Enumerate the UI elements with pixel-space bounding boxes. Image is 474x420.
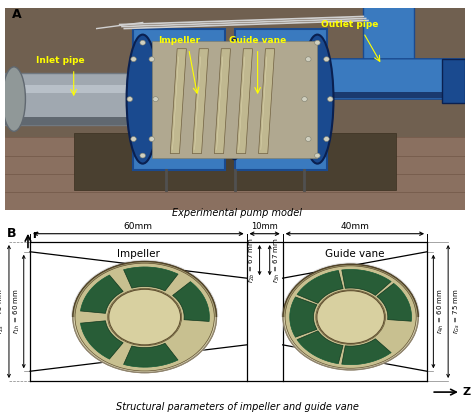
Ellipse shape [302, 97, 307, 102]
Ellipse shape [2, 67, 26, 131]
Text: 60mm: 60mm [124, 223, 153, 231]
Ellipse shape [283, 264, 418, 370]
Ellipse shape [153, 97, 158, 102]
Text: $r_{2s}$ = 75 mm: $r_{2s}$ = 75 mm [0, 289, 6, 334]
Ellipse shape [140, 40, 146, 45]
Bar [441, 59, 465, 103]
Ellipse shape [223, 39, 246, 160]
Polygon shape [377, 284, 411, 321]
Text: Guide vane: Guide vane [229, 36, 286, 45]
Ellipse shape [131, 136, 137, 142]
Polygon shape [258, 49, 274, 154]
Polygon shape [297, 270, 343, 303]
Text: $r_{3h}$ = 67 mm: $r_{3h}$ = 67 mm [272, 237, 282, 283]
Text: Structural parameters of impeller and guide vane: Structural parameters of impeller and gu… [116, 402, 358, 412]
Ellipse shape [324, 57, 329, 62]
Ellipse shape [315, 153, 320, 158]
Text: Impeller: Impeller [117, 249, 160, 259]
Polygon shape [290, 297, 317, 337]
Ellipse shape [283, 264, 418, 370]
Polygon shape [342, 270, 391, 295]
Text: 10mm: 10mm [251, 223, 278, 231]
Polygon shape [170, 49, 186, 154]
Polygon shape [124, 267, 178, 291]
Bar [5, 85, 152, 93]
Ellipse shape [109, 289, 181, 345]
Bar [290, 92, 465, 98]
Polygon shape [124, 343, 178, 367]
Bar [5, 73, 152, 125]
Text: Inlet pipe: Inlet pipe [36, 56, 84, 66]
Polygon shape [214, 49, 230, 154]
Text: $r_{Gs}$ = 75 mm: $r_{Gs}$ = 75 mm [452, 289, 462, 334]
Ellipse shape [149, 57, 155, 62]
Text: B: B [7, 227, 16, 240]
Text: Impeller: Impeller [158, 36, 201, 45]
Bar [152, 41, 318, 158]
FancyBboxPatch shape [288, 59, 467, 99]
Ellipse shape [301, 34, 334, 164]
Polygon shape [192, 49, 209, 154]
Bar [73, 134, 395, 190]
Text: $r_{2b}$ = 67 mm: $r_{2b}$ = 67 mm [247, 237, 257, 283]
Ellipse shape [131, 57, 137, 62]
Bar [364, 4, 414, 65]
Text: Guide vane: Guide vane [325, 249, 384, 259]
Ellipse shape [140, 153, 146, 158]
Text: $r_{1h}$ = 60 mm: $r_{1h}$ = 60 mm [11, 289, 22, 334]
Text: Outlet pipe: Outlet pipe [321, 20, 378, 29]
Ellipse shape [306, 57, 311, 62]
Polygon shape [81, 275, 123, 313]
Text: A: A [12, 8, 21, 21]
Ellipse shape [328, 97, 333, 102]
Bar [5, 117, 152, 125]
Ellipse shape [315, 40, 320, 45]
Text: 40mm: 40mm [340, 223, 369, 231]
Polygon shape [173, 282, 209, 321]
Text: Z: Z [463, 387, 471, 397]
Ellipse shape [149, 136, 155, 142]
Ellipse shape [324, 136, 329, 142]
Text: Experimental pump model: Experimental pump model [172, 208, 302, 218]
Polygon shape [237, 49, 253, 154]
Ellipse shape [73, 262, 217, 373]
Bar [235, 29, 327, 170]
Bar [5, 8, 465, 137]
Polygon shape [342, 339, 391, 365]
Ellipse shape [306, 136, 311, 142]
Ellipse shape [73, 262, 217, 373]
Bar [134, 29, 226, 170]
Text: r: r [32, 230, 38, 239]
Polygon shape [297, 331, 343, 364]
Text: $r_{4h}$ = 60 mm: $r_{4h}$ = 60 mm [436, 289, 446, 334]
Ellipse shape [317, 291, 384, 344]
Ellipse shape [127, 97, 133, 102]
Polygon shape [81, 321, 123, 359]
Ellipse shape [127, 34, 159, 164]
